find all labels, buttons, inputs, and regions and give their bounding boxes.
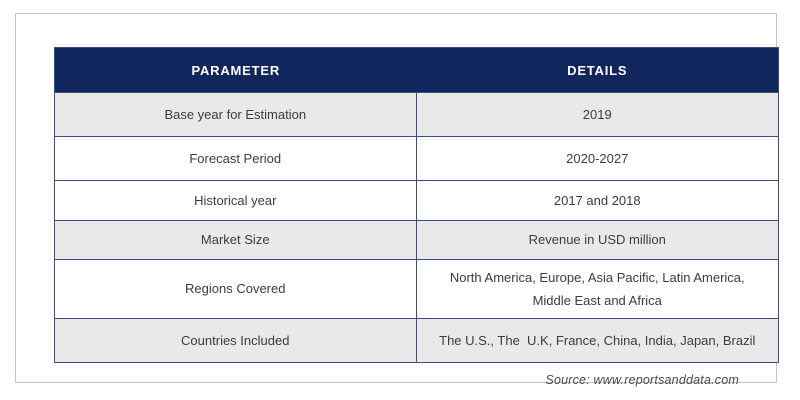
table-row-countries-included: Countries Included The U.S., The U.K, Fr… <box>55 318 778 362</box>
param-cell: Base year for Estimation <box>55 93 417 136</box>
column-header-parameter: PARAMETER <box>191 62 281 78</box>
param-cell: Forecast Period <box>55 137 417 180</box>
param-cell: Regions Covered <box>55 260 417 318</box>
table-row-forecast-period: Forecast Period 2020-2027 <box>55 136 778 180</box>
details-cell: Revenue in USD million <box>528 232 666 248</box>
table-row-market-size: Market Size Revenue in USD million <box>55 220 778 259</box>
details-cell: 2020-2027 <box>566 150 629 166</box>
table-row-regions-covered: Regions Covered North America, Europe, A… <box>55 259 778 318</box>
details-cell: North America, Europe, Asia Pacific, Lat… <box>449 269 745 308</box>
outer-frame: PARAMETER DETAILS Base year for Estimati… <box>15 13 779 387</box>
details-cell: 2017 and 2018 <box>553 192 641 208</box>
source-credit: Source: www.reportsanddata.com <box>545 373 739 387</box>
table-row-historical-year: Historical year 2017 and 2018 <box>55 180 778 220</box>
market-report-scope-table: PARAMETER DETAILS Base year for Estimati… <box>54 47 779 363</box>
table-header-row: PARAMETER DETAILS <box>55 48 778 92</box>
param-cell: Market Size <box>55 221 417 259</box>
param-cell: Countries Included <box>55 319 417 362</box>
column-header-details: DETAILS <box>567 62 628 78</box>
table-row-base-year: Base year for Estimation 2019 <box>55 92 778 136</box>
param-cell: Historical year <box>55 181 417 220</box>
details-cell: 2019 <box>582 106 612 122</box>
details-cell: The U.S., The U.K, France, China, India,… <box>439 332 756 348</box>
